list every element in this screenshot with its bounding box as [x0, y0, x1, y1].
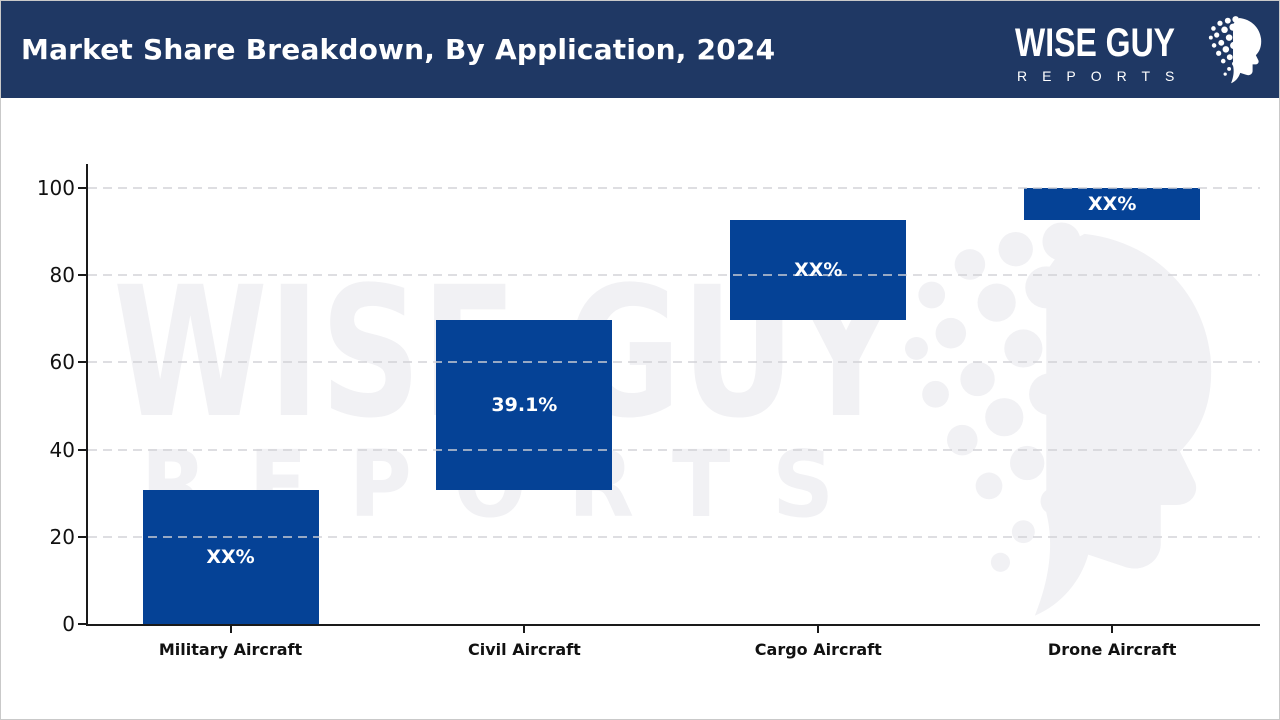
y-tick-mark — [78, 187, 86, 189]
bar-military-aircraft — [142, 490, 319, 624]
y-tick-mark — [78, 623, 86, 625]
x-category-label: Civil Aircraft — [468, 640, 581, 659]
y-gridline-20 — [88, 535, 1260, 538]
y-tick-label: 60 — [49, 350, 75, 375]
x-tick-mark — [523, 626, 526, 633]
y-tick-label: 0 — [62, 612, 75, 636]
bar-value-label: XX% — [794, 258, 843, 281]
brand-logo: WISE GUY REPORTS — [1015, 9, 1265, 89]
bar-cargo-aircraft — [730, 220, 907, 320]
x-tick-mark — [1111, 626, 1114, 633]
bar-civil-aircraft — [436, 319, 613, 491]
y-tick-mark — [78, 274, 86, 277]
bar-value-label: XX% — [1088, 193, 1137, 216]
logo-text: WISE GUY REPORTS — [1015, 23, 1215, 84]
y-tick-label: 100 — [36, 176, 75, 200]
y-tick-mark — [78, 448, 86, 451]
y-axis-line — [86, 164, 88, 626]
x-tick-mark — [229, 626, 232, 633]
logo-head-icon — [1208, 16, 1262, 84]
x-axis-line — [86, 624, 1260, 626]
y-gridline-80 — [88, 274, 1260, 277]
y-gridline-60 — [88, 361, 1260, 364]
chart-title: Market Share Breakdown, By Application, … — [21, 33, 776, 66]
header-bar: Market Share Breakdown, By Application, … — [1, 1, 1279, 98]
bar-value-label: 39.1% — [491, 393, 558, 416]
x-category-label: Cargo Aircraft — [754, 640, 882, 659]
bar-drone-aircraft — [1024, 188, 1201, 221]
y-tick-label: 40 — [49, 437, 75, 462]
y-tick-mark — [78, 535, 86, 538]
logo-wordmark: WISE GUY — [1014, 21, 1175, 65]
bar-value-label: XX% — [206, 546, 255, 569]
y-gridline-100 — [88, 187, 1260, 189]
y-gridline-40 — [88, 448, 1260, 451]
x-category-label: Drone Aircraft — [1047, 640, 1177, 659]
y-tick-label: 20 — [49, 524, 75, 549]
x-category-label: Military Aircraft — [158, 640, 303, 659]
y-tick-label: 80 — [49, 263, 75, 288]
x-tick-mark — [817, 626, 820, 633]
logo-subtext: REPORTS — [1016, 68, 1190, 84]
y-tick-mark — [78, 361, 86, 364]
